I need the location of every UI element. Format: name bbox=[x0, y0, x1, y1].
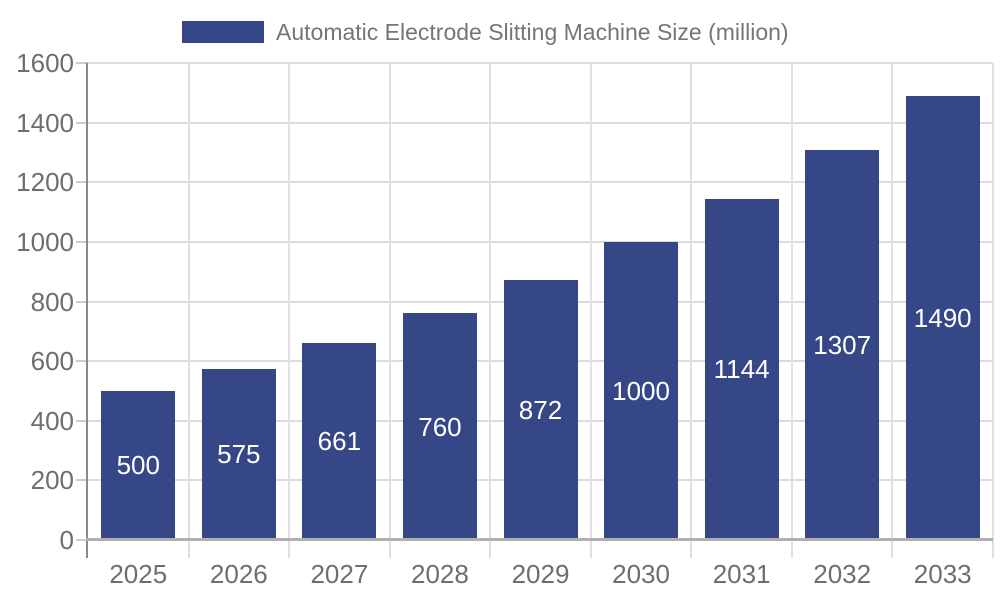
bar-2031: 1144 bbox=[704, 198, 779, 540]
bar-2027: 661 bbox=[302, 342, 377, 540]
y-axis-label-0: 0 bbox=[59, 525, 74, 555]
bar-2028: 760 bbox=[402, 313, 477, 540]
y-axis-label-800: 800 bbox=[30, 286, 74, 317]
bar-value-label-2031: 1144 bbox=[713, 354, 770, 385]
x-gridline-7 bbox=[790, 63, 793, 558]
y-axis-label-400: 400 bbox=[30, 405, 74, 436]
bar-value-label-2028: 760 bbox=[418, 411, 462, 442]
x-axis-label-2027: 2027 bbox=[310, 559, 369, 589]
y-axis-line bbox=[86, 63, 88, 558]
plot-area: 500 575 661 760 872 1000 1144 1307 1490 bbox=[88, 63, 993, 540]
y-axis-tick-1000 bbox=[76, 240, 88, 243]
bar-value-label-2030: 1000 bbox=[612, 375, 670, 406]
y-axis-tick-800 bbox=[76, 300, 88, 303]
x-axis-label-2026: 2026 bbox=[209, 559, 268, 589]
x-axis-label-2032: 2032 bbox=[813, 559, 872, 589]
chart-legend: Automatic Electrode Slitting Machine Siz… bbox=[182, 14, 789, 50]
x-gridline-4 bbox=[489, 63, 492, 558]
bar-2026: 575 bbox=[201, 368, 276, 540]
y-axis-tick-1400 bbox=[76, 121, 88, 124]
x-axis-label-2025: 2025 bbox=[109, 559, 168, 589]
legend-swatch-icon bbox=[182, 21, 264, 43]
bar-value-label-2026: 575 bbox=[217, 439, 261, 470]
x-gridline-6 bbox=[690, 63, 693, 558]
y-axis-tick-400 bbox=[76, 419, 88, 422]
bar-value-label-2025: 500 bbox=[116, 450, 160, 481]
x-gridline-1 bbox=[187, 63, 190, 558]
bar-2030: 1000 bbox=[604, 241, 679, 540]
x-axis-label-2031: 2031 bbox=[712, 559, 771, 589]
x-axis-label-2033: 2033 bbox=[913, 559, 972, 589]
y-axis-label-600: 600 bbox=[30, 346, 74, 377]
y-axis-tick-1200 bbox=[76, 181, 88, 184]
y-gridline-1400 bbox=[88, 121, 993, 124]
legend-series-label: Automatic Electrode Slitting Machine Siz… bbox=[276, 18, 789, 45]
x-axis-label-2028: 2028 bbox=[411, 559, 469, 589]
x-gridline-5 bbox=[589, 63, 592, 558]
y-axis-tick-1600 bbox=[76, 62, 88, 64]
y-axis-label-1200: 1200 bbox=[16, 167, 74, 198]
y-gridline-1600 bbox=[88, 62, 993, 64]
y-axis-tick-200 bbox=[76, 479, 88, 482]
y-axis-label-1400: 1400 bbox=[16, 107, 74, 138]
bar-2033: 1490 bbox=[905, 95, 980, 540]
bar-2032: 1307 bbox=[805, 150, 880, 540]
bar-value-label-2029: 872 bbox=[518, 395, 563, 426]
bar-2029: 872 bbox=[503, 280, 578, 540]
bar-value-label-2027: 661 bbox=[317, 426, 362, 457]
x-axis-line bbox=[86, 538, 993, 541]
x-axis-label-2029: 2029 bbox=[511, 559, 570, 589]
y-gridline-1200 bbox=[88, 181, 993, 184]
x-gridline-3 bbox=[388, 63, 391, 558]
y-gridline-1000 bbox=[88, 240, 993, 243]
y-axis-label-1600: 1600 bbox=[16, 48, 74, 78]
y-axis-label-200: 200 bbox=[30, 465, 74, 496]
y-axis-tick-600 bbox=[76, 360, 88, 363]
x-gridline-2 bbox=[288, 63, 291, 558]
x-gridline-8 bbox=[891, 63, 894, 558]
bar-value-label-2033: 1490 bbox=[913, 302, 972, 333]
y-axis-tick-0 bbox=[76, 539, 88, 541]
bar-2025: 500 bbox=[101, 390, 176, 540]
x-gridline-9 bbox=[992, 63, 994, 558]
y-axis-label-1000: 1000 bbox=[16, 226, 74, 257]
x-axis-label-2030: 2030 bbox=[612, 559, 670, 589]
bar-value-label-2032: 1307 bbox=[813, 330, 872, 361]
